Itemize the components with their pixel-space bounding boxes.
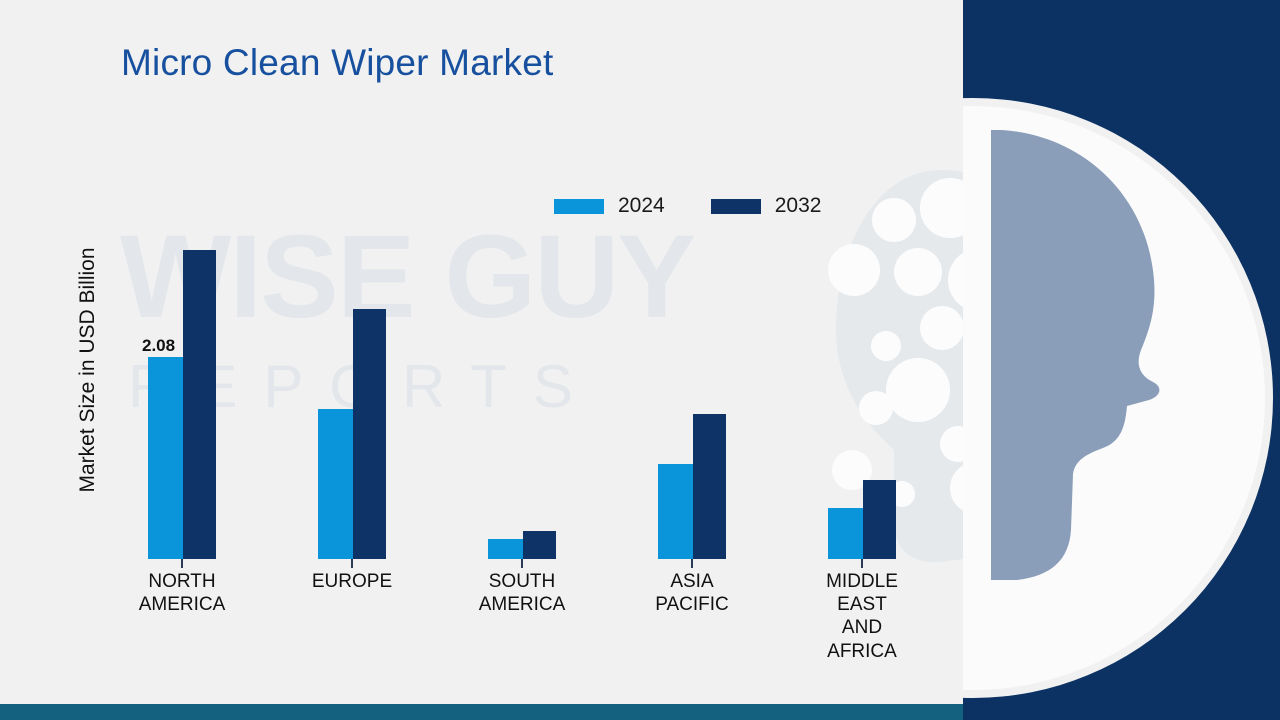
- bar-group: SOUTH AMERICA: [479, 530, 565, 615]
- axis-tick: [181, 559, 183, 568]
- category-label: SOUTH AMERICA: [478, 571, 566, 616]
- bar-2032-middle-east-and-africa[interactable]: [863, 480, 896, 559]
- bar-group: 2.08 NORTH AMERICA: [139, 250, 225, 615]
- brand-panel: WISE GUY REPORTS: [963, 0, 1280, 720]
- axis-tick: [691, 559, 693, 568]
- bottom-accent-strip: [0, 704, 963, 720]
- category-label: NORTH AMERICA: [138, 571, 226, 616]
- y-axis-label: Market Size in USD Billion: [76, 247, 99, 493]
- category-label: MIDDLE EAST AND AFRICA: [826, 571, 898, 662]
- legend-item-2024[interactable]: 2024: [554, 194, 665, 218]
- legend-label-2024: 2024: [618, 194, 665, 217]
- axis-tick: [861, 559, 863, 568]
- bar-2024-asia-pacific[interactable]: [658, 463, 693, 559]
- bar-2032-north-america[interactable]: [183, 250, 216, 559]
- bar-group: MIDDLE EAST AND AFRICA: [826, 480, 898, 662]
- bar-group: EUROPE: [312, 309, 392, 592]
- legend-item-2032[interactable]: 2032: [710, 194, 822, 218]
- bar-2032-asia-pacific[interactable]: [693, 414, 726, 559]
- bar-2032-europe[interactable]: [353, 309, 386, 559]
- bar-value-label: 2.08: [142, 336, 176, 356]
- bar-2024-europe[interactable]: [318, 408, 353, 559]
- axis-tick: [351, 559, 353, 568]
- axis-tick: [521, 559, 523, 568]
- legend-label-2032: 2032: [774, 194, 822, 217]
- bar-2024-north-america[interactable]: 2.08: [142, 337, 183, 559]
- legend-swatch-2024: [554, 198, 604, 214]
- bar-chart-plot-area: 2.08 NORTH AMERICA EUROPE SOUTH AMERICA ASIA…: [110, 190, 940, 662]
- legend-swatch-2032: [710, 198, 761, 214]
- page-title: Micro Clean Wiper Market: [121, 42, 554, 83]
- bar-2032-south-america[interactable]: [523, 530, 556, 559]
- bar-2024-south-america[interactable]: [488, 538, 523, 559]
- bar-2024-middle-east-and-africa[interactable]: [828, 507, 863, 559]
- category-label: ASIA PACIFIC: [655, 571, 729, 616]
- face-profile-silhouette-icon: [991, 130, 1251, 580]
- category-label: EUROPE: [311, 571, 393, 592]
- bar-group: ASIA PACIFIC: [655, 414, 729, 615]
- chart-legend: 2024 2032: [554, 194, 821, 218]
